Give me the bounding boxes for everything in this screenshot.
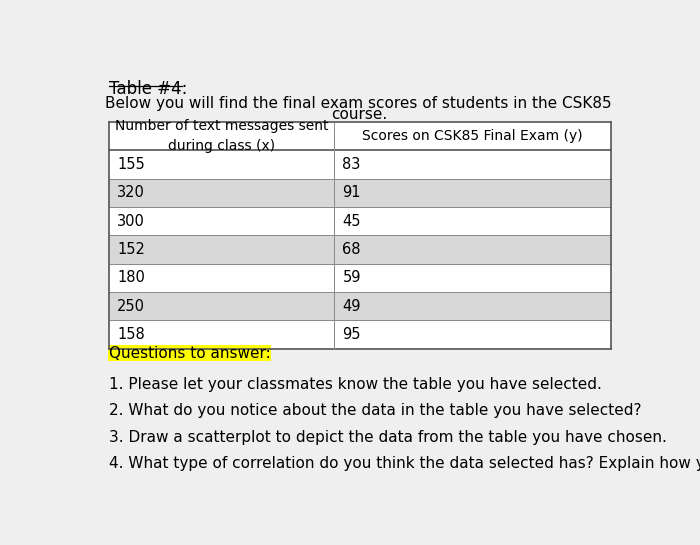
- Bar: [109, 122, 611, 349]
- Bar: [109, 292, 611, 320]
- Text: course.: course.: [330, 107, 387, 123]
- Text: 45: 45: [342, 214, 361, 229]
- Text: 152: 152: [118, 242, 145, 257]
- Text: 2. What do you notice about the data in the table you have selected?: 2. What do you notice about the data in …: [109, 403, 642, 418]
- Text: 250: 250: [118, 299, 146, 314]
- Bar: [109, 320, 611, 349]
- Bar: [109, 207, 611, 235]
- Text: 59: 59: [342, 270, 361, 286]
- Text: 155: 155: [118, 157, 145, 172]
- Text: 68: 68: [342, 242, 361, 257]
- Text: 180: 180: [118, 270, 145, 286]
- Text: 3. Draw a scatterplot to depict the data from the table you have chosen.: 3. Draw a scatterplot to depict the data…: [109, 429, 667, 445]
- Text: 95: 95: [342, 327, 361, 342]
- Text: Table #4:: Table #4:: [109, 80, 188, 98]
- Text: 83: 83: [342, 157, 361, 172]
- Text: 1. Please let your classmates know the table you have selected.: 1. Please let your classmates know the t…: [109, 377, 602, 392]
- Text: Scores on CSK85 Final Exam (y): Scores on CSK85 Final Exam (y): [363, 129, 583, 143]
- Text: 91: 91: [342, 185, 361, 201]
- Text: 300: 300: [118, 214, 145, 229]
- Bar: [109, 264, 611, 292]
- Text: Number of text messages sent
during class (x): Number of text messages sent during clas…: [115, 119, 328, 153]
- Text: 4. What type of correlation do you think the data selected has? Explain how you : 4. What type of correlation do you think…: [109, 456, 700, 471]
- Bar: [108, 346, 271, 361]
- Text: 158: 158: [118, 327, 145, 342]
- Text: 320: 320: [118, 185, 145, 201]
- Text: Questions to answer:: Questions to answer:: [109, 346, 271, 361]
- Bar: [109, 179, 611, 207]
- Bar: [109, 150, 611, 179]
- Text: Below you will find the final exam scores of students in the CSK85: Below you will find the final exam score…: [106, 95, 612, 111]
- Text: 49: 49: [342, 299, 361, 314]
- Bar: [109, 235, 611, 264]
